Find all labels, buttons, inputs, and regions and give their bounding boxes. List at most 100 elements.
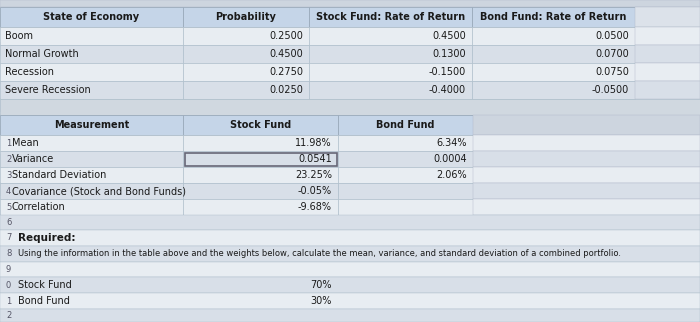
Bar [0, 262, 700, 277]
Bar [338, 115, 473, 135]
Bar [0, 151, 183, 167]
Bar [0, 183, 183, 199]
Text: State of Economy: State of Economy [43, 12, 139, 22]
Text: -0.05%: -0.05% [298, 186, 332, 196]
Text: 70%: 70% [311, 280, 332, 290]
Text: Bond Fund: Rate of Return: Bond Fund: Rate of Return [480, 12, 626, 22]
Bar [183, 63, 309, 81]
Text: -9.68%: -9.68% [298, 202, 332, 212]
Text: 0.0004: 0.0004 [433, 154, 467, 164]
Text: Boom: Boom [5, 31, 33, 41]
Bar [473, 183, 700, 199]
Bar [0, 63, 183, 81]
Bar [0, 182, 700, 196]
Bar [0, 28, 700, 42]
Bar [0, 126, 700, 140]
Bar [635, 7, 700, 27]
Text: 1: 1 [6, 297, 11, 306]
Bar [183, 135, 338, 151]
Text: 3: 3 [6, 171, 11, 179]
Bar [0, 246, 700, 262]
Bar [0, 238, 700, 252]
Bar [0, 230, 700, 246]
Bar [0, 56, 700, 70]
Bar [635, 81, 700, 99]
Bar [185, 153, 337, 166]
Text: Mean: Mean [12, 138, 38, 148]
Text: 7: 7 [6, 233, 11, 242]
Text: 0.0541: 0.0541 [298, 154, 332, 164]
Text: Using the information in the table above and the weights below, calculate the me: Using the information in the table above… [18, 250, 621, 259]
Text: 0.0750: 0.0750 [595, 67, 629, 77]
Text: 2.06%: 2.06% [436, 170, 467, 180]
Text: Covariance (Stock and Bond Funds): Covariance (Stock and Bond Funds) [12, 186, 186, 196]
Bar [472, 81, 635, 99]
Bar [0, 99, 700, 115]
Bar [473, 115, 700, 135]
Text: -0.0500: -0.0500 [592, 85, 629, 95]
Text: 2: 2 [6, 311, 11, 320]
Bar [0, 115, 183, 135]
Bar [309, 27, 472, 45]
Bar [0, 308, 700, 322]
Bar [0, 7, 183, 27]
Text: 0: 0 [6, 280, 11, 289]
Bar [183, 81, 309, 99]
Text: 8: 8 [6, 250, 11, 259]
Bar [0, 252, 700, 266]
Bar [0, 42, 700, 56]
Bar [0, 0, 700, 14]
Bar [183, 199, 338, 215]
Text: 6: 6 [6, 218, 11, 227]
Bar [0, 81, 183, 99]
Bar [635, 45, 700, 63]
Bar [0, 70, 700, 84]
Text: 5: 5 [6, 203, 11, 212]
Bar [0, 84, 700, 98]
Bar [635, 63, 700, 81]
Text: -0.1500: -0.1500 [428, 67, 466, 77]
Bar [0, 277, 700, 293]
Bar [472, 63, 635, 81]
Bar [472, 27, 635, 45]
Bar [309, 81, 472, 99]
Bar [0, 294, 700, 308]
Text: 0.2750: 0.2750 [269, 67, 303, 77]
Text: 1: 1 [6, 138, 11, 147]
Bar [338, 167, 473, 183]
Bar [0, 0, 700, 7]
Text: Severe Recession: Severe Recession [5, 85, 91, 95]
Text: Required:: Required: [18, 233, 76, 243]
Text: 6.34%: 6.34% [437, 138, 467, 148]
Bar [338, 199, 473, 215]
Bar [0, 168, 700, 182]
Bar [0, 167, 183, 183]
Bar [0, 280, 700, 294]
Text: 0.1300: 0.1300 [433, 49, 466, 59]
Text: 0.0500: 0.0500 [595, 31, 629, 41]
Bar [472, 45, 635, 63]
Text: Correlation: Correlation [12, 202, 66, 212]
Text: 23.25%: 23.25% [295, 170, 332, 180]
Bar [0, 309, 700, 322]
Bar [0, 266, 700, 280]
Text: 0.4500: 0.4500 [433, 31, 466, 41]
Text: 30%: 30% [311, 296, 332, 306]
Bar [0, 199, 183, 215]
Bar [0, 112, 700, 126]
Bar [0, 27, 183, 45]
Text: Stock Fund: Stock Fund [230, 120, 291, 130]
Text: Stock Fund: Stock Fund [18, 280, 71, 290]
Bar [338, 183, 473, 199]
Bar [635, 27, 700, 45]
Text: Variance: Variance [12, 154, 55, 164]
Bar [183, 115, 338, 135]
Bar [472, 7, 635, 27]
Text: Stock Fund: Rate of Return: Stock Fund: Rate of Return [316, 12, 465, 22]
Bar [0, 215, 700, 230]
Text: 0.0700: 0.0700 [595, 49, 629, 59]
Text: 0.2500: 0.2500 [269, 31, 303, 41]
Bar [0, 98, 700, 112]
Bar [183, 27, 309, 45]
Text: Standard Deviation: Standard Deviation [12, 170, 106, 180]
